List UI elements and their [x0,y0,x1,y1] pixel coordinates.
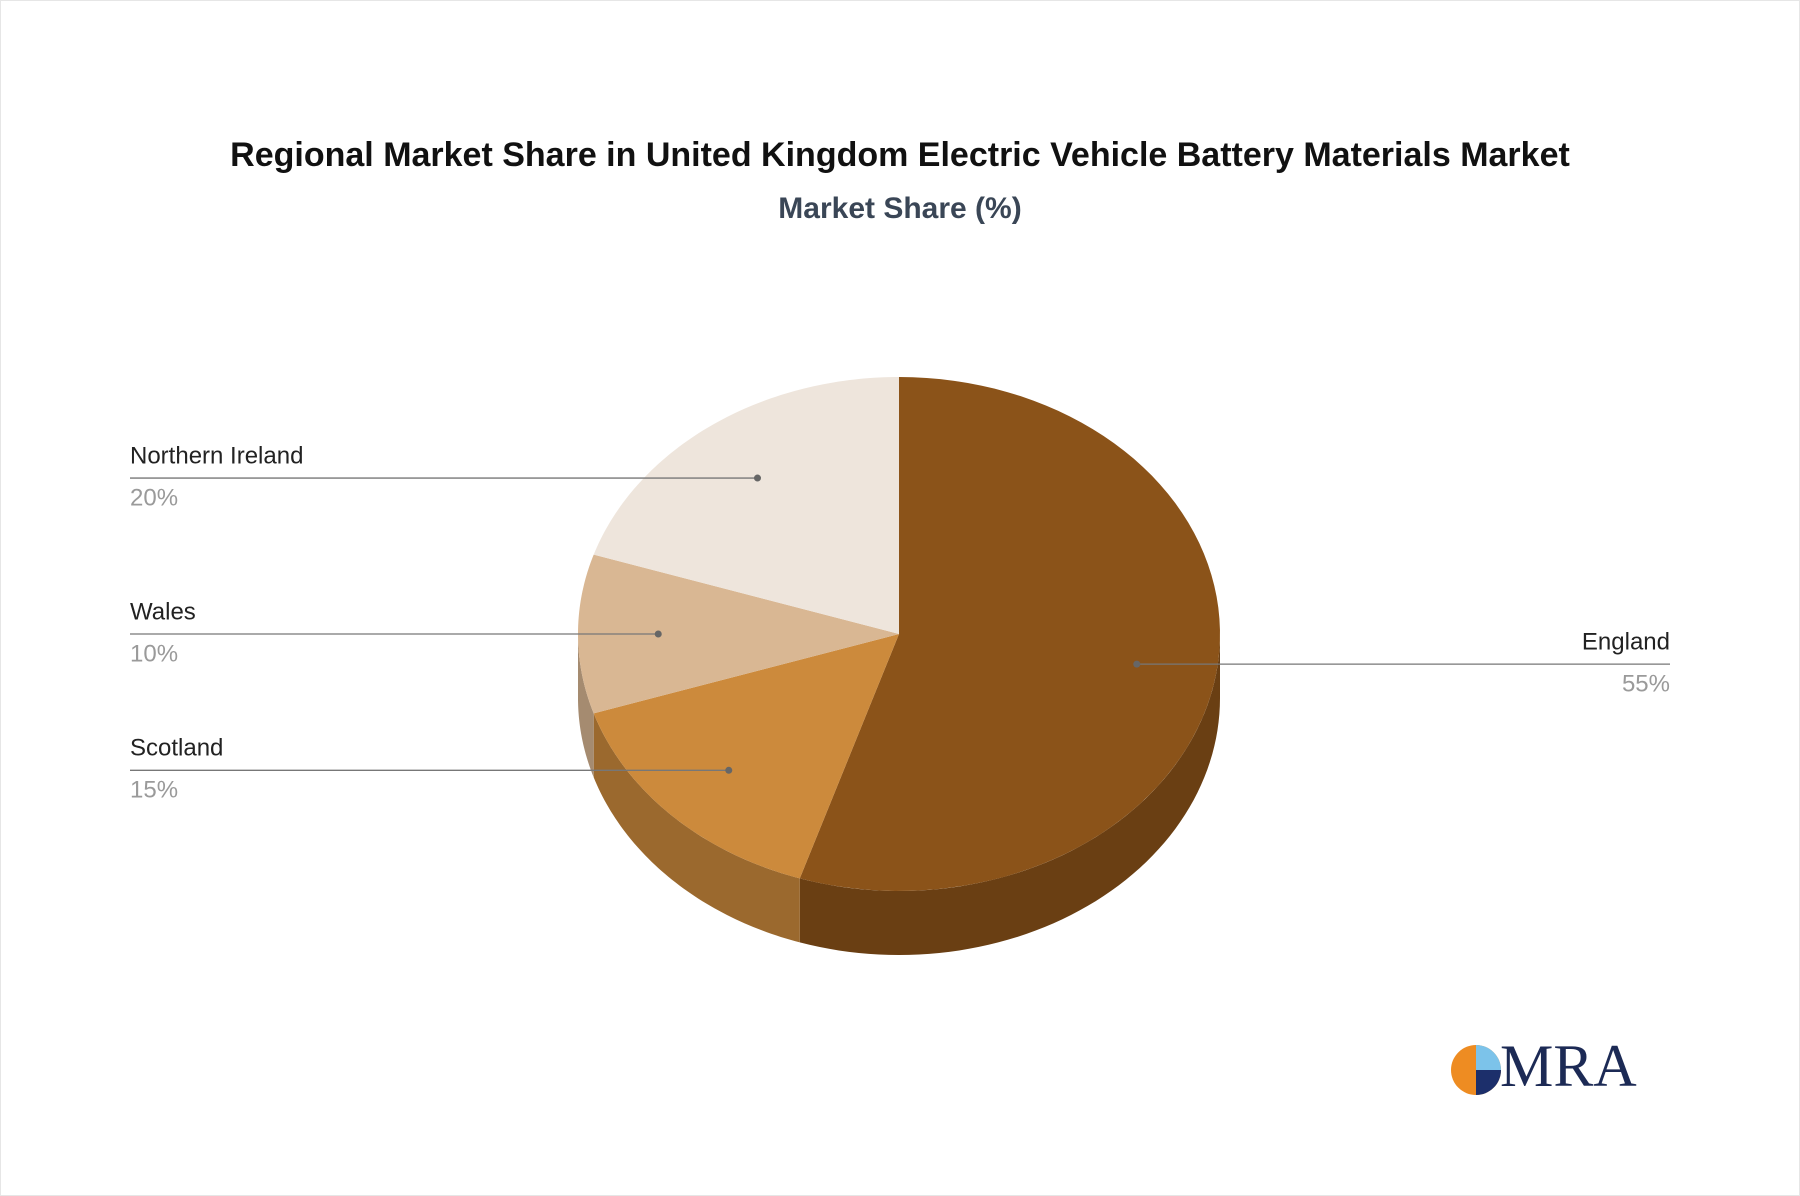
slice-value: 10% [130,640,178,667]
slice-value: 15% [130,777,178,804]
slice-label: Northern Ireland [130,442,303,469]
slice [593,377,899,634]
logo-piece [1476,1045,1501,1070]
labels: England 55% Scotland 15% Wales 10% Northern Ir… [130,442,1670,804]
slice-side [578,634,594,778]
slice-value: 20% [130,484,178,511]
logo: MRA [1451,1033,1637,1099]
leader-dot [753,474,761,482]
slice [593,634,899,879]
chart-title: Regional Market Share in United Kingdom … [230,136,1570,174]
chart-subtitle: Market Share (%) [778,192,1021,225]
slice-label: England [1582,628,1670,655]
pie [578,377,1220,955]
slice [578,554,899,714]
leader-dot [654,630,662,638]
slice-side [593,713,800,943]
leader-dot [725,766,733,774]
slice-label: Wales [130,598,196,625]
slice [799,377,1220,891]
slice-value: 55% [1622,670,1670,697]
leader-dot [1133,660,1141,668]
logo-piece [1476,1070,1501,1095]
slice-side [799,634,1220,955]
slice-label: Scotland [130,735,223,762]
logo-text: MRA [1500,1033,1637,1099]
